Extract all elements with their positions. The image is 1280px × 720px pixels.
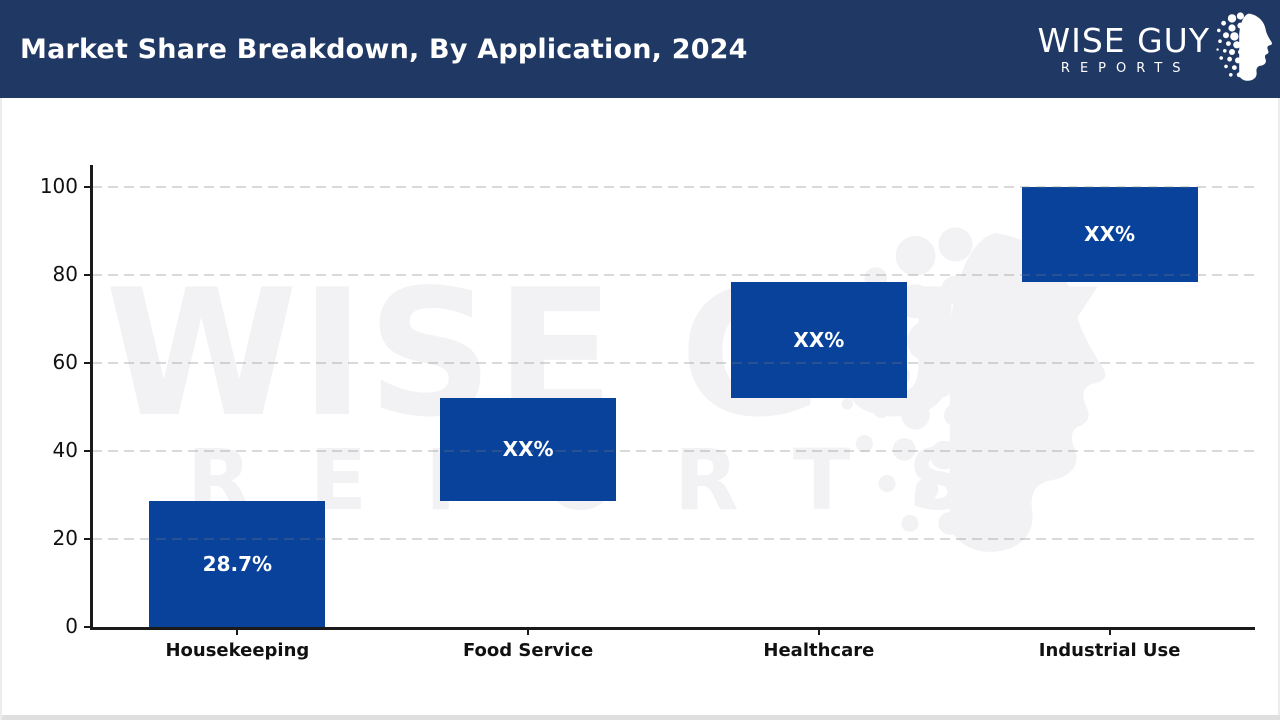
y-tick xyxy=(84,626,92,628)
footer-strip xyxy=(2,715,1280,720)
bar xyxy=(730,281,907,399)
y-tick xyxy=(84,362,92,364)
y-tick-label: 60 xyxy=(52,350,78,374)
header-bar: Market Share Breakdown, By Application, … xyxy=(0,0,1280,98)
bar xyxy=(1021,187,1198,282)
y-axis xyxy=(90,165,93,630)
bar xyxy=(149,500,326,627)
gridline xyxy=(92,538,1255,540)
page-title: Market Share Breakdown, By Application, … xyxy=(20,33,748,65)
gridline xyxy=(92,450,1255,452)
y-tick-label: 0 xyxy=(65,614,78,638)
brand-logo: WISE GUY REPORTS xyxy=(1037,4,1274,94)
bar-label: XX% xyxy=(1084,222,1136,247)
bar-label: XX% xyxy=(502,437,554,462)
logo-wordmark: WISE GUY REPORTS xyxy=(1037,24,1210,75)
x-tick xyxy=(817,627,820,635)
y-tick xyxy=(84,186,92,188)
x-axis xyxy=(90,627,1255,630)
y-tick xyxy=(84,274,92,276)
y-tick-label: 40 xyxy=(52,438,78,462)
x-tick-label: Industrial Use xyxy=(1038,640,1181,661)
y-tick-label: 80 xyxy=(52,262,78,286)
logo-subtext: REPORTS xyxy=(1060,60,1191,76)
y-tick xyxy=(84,538,92,540)
bar-label: 28.7% xyxy=(202,551,273,576)
x-tick xyxy=(236,627,239,635)
y-tick xyxy=(84,450,92,452)
x-tick xyxy=(527,627,530,635)
y-tick-label: 20 xyxy=(52,526,78,550)
gridline xyxy=(92,362,1255,364)
x-tick-label: Food Service xyxy=(462,640,594,661)
x-tick-label: Housekeeping xyxy=(165,640,310,661)
x-tick xyxy=(1108,627,1111,635)
gridline xyxy=(92,186,1255,188)
wiseguy-head-icon xyxy=(1216,12,1273,81)
bar xyxy=(440,398,617,501)
x-tick-label: Healthcare xyxy=(763,640,875,661)
logo-wordmark-text: WISE GUY xyxy=(1037,20,1210,60)
y-tick-label: 100 xyxy=(39,174,78,198)
chart-area: WISE GUY REPORTS 28.7%HousekeepingXX%Foo… xyxy=(0,98,1280,720)
gridline xyxy=(92,274,1255,276)
bar-label: XX% xyxy=(793,327,845,352)
